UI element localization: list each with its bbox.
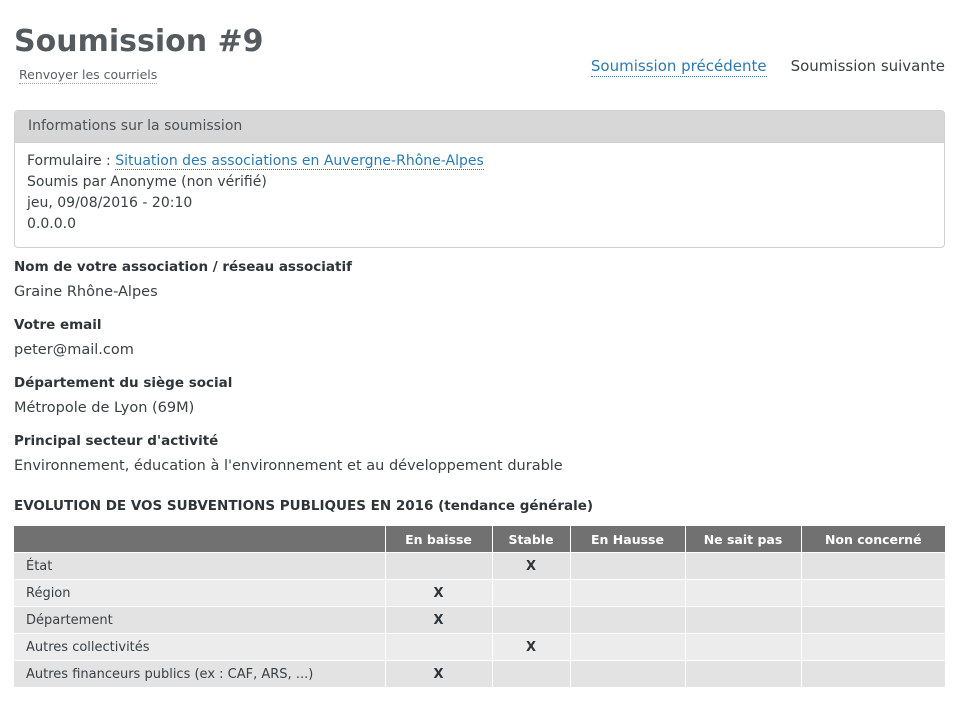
matrix-cell <box>570 660 686 688</box>
field-value: Métropole de Lyon (69M) <box>14 400 195 416</box>
matrix-cell <box>685 633 802 661</box>
submission-info-body: Formulaire : Situation des associations … <box>15 143 944 247</box>
matrix-cell <box>492 579 571 607</box>
field-email: Votre email peter@mail.com <box>14 316 945 360</box>
table-row: Autres financeurs publics (ex : CAF, ARS… <box>14 660 945 688</box>
matrix-cell: X <box>385 606 493 634</box>
field-value: Graine Rhône-Alpes <box>14 284 158 300</box>
matrix-heading: EVOLUTION DE VOS SUBVENTIONS PUBLIQUES E… <box>14 498 594 514</box>
field-secteur-activite: Principal secteur d'activité Environneme… <box>14 432 945 476</box>
matrix-header-en-baisse: En baisse <box>385 526 493 553</box>
field-value: Environnement, éducation à l'environneme… <box>14 458 563 474</box>
info-row-date: jeu, 09/08/2016 - 20:10 <box>27 195 193 211</box>
matrix-header-blank <box>14 526 386 553</box>
field-value: peter@mail.com <box>14 342 134 358</box>
field-label: Département du siège social <box>14 375 233 391</box>
matrix-row-label: Autres collectivités <box>14 633 386 661</box>
matrix-header-ne-sait-pas: Ne sait pas <box>685 526 802 553</box>
info-row-submitter: Soumis par Anonyme (non vérifié) <box>27 174 267 190</box>
submission-nav: Soumission précédente Soumission suivant… <box>590 56 945 77</box>
matrix-row-label: Autres financeurs publics (ex : CAF, ARS… <box>14 660 386 688</box>
info-row-ip: 0.0.0.0 <box>27 216 76 232</box>
previous-submission-link[interactable]: Soumission précédente <box>590 57 767 77</box>
table-row: Autres collectivités X <box>14 633 945 661</box>
next-submission-link: Soumission suivante <box>790 57 945 75</box>
matrix-body: État X Région X Département X Autres collectiv… <box>14 552 945 688</box>
field-departement: Département du siège social Métropole de… <box>14 374 945 418</box>
subventions-matrix-table: En baisse Stable En Hausse Ne sait pas N… <box>14 526 945 688</box>
field-label: Principal secteur d'activité <box>14 433 219 449</box>
matrix-cell <box>385 633 493 661</box>
matrix-cell <box>385 552 493 580</box>
matrix-cell: X <box>492 633 571 661</box>
matrix-cell <box>570 579 686 607</box>
matrix-header-en-hausse: En Hausse <box>570 526 686 553</box>
matrix-cell <box>685 552 802 580</box>
matrix-row-label: État <box>14 552 386 580</box>
field-label: Nom de votre association / réseau associ… <box>14 259 352 275</box>
table-row: Département X <box>14 606 945 634</box>
matrix-cell: X <box>385 660 493 688</box>
matrix-cell <box>801 660 945 688</box>
field-label: Votre email <box>14 317 102 333</box>
matrix-cell <box>685 606 802 634</box>
info-row-form: Formulaire : Situation des associations … <box>27 151 932 172</box>
matrix-header-stable: Stable <box>492 526 571 553</box>
matrix-row-label: Département <box>14 606 386 634</box>
matrix-cell <box>801 579 945 607</box>
matrix-cell <box>685 579 802 607</box>
matrix-cell: X <box>492 552 571 580</box>
matrix-cell <box>801 552 945 580</box>
matrix-cell <box>801 633 945 661</box>
form-label: Formulaire : <box>27 153 111 169</box>
form-link[interactable]: Situation des associations en Auvergne-R… <box>115 153 484 170</box>
matrix-header-row: En baisse Stable En Hausse Ne sait pas N… <box>14 526 945 553</box>
submission-info-legend: Informations sur la soumission <box>15 111 944 143</box>
matrix-cell <box>492 660 571 688</box>
matrix-cell: X <box>385 579 493 607</box>
page-title: Soumission #9 <box>14 24 264 60</box>
submission-fields: Nom de votre association / réseau associ… <box>14 258 945 490</box>
matrix-cell <box>492 606 571 634</box>
matrix-cell <box>685 660 802 688</box>
matrix-cell <box>570 552 686 580</box>
matrix-cell <box>570 633 686 661</box>
table-row: Région X <box>14 579 945 607</box>
matrix-row-label: Région <box>14 579 386 607</box>
submission-info-fieldset: Informations sur la soumission Formulair… <box>14 110 945 248</box>
matrix-header-non-concerne: Non concerné <box>801 526 945 553</box>
field-association-name: Nom de votre association / réseau associ… <box>14 258 945 302</box>
resend-emails-link[interactable]: Renvoyer les courriels <box>19 67 158 84</box>
matrix-cell <box>801 606 945 634</box>
table-row: État X <box>14 552 945 580</box>
matrix-cell <box>570 606 686 634</box>
